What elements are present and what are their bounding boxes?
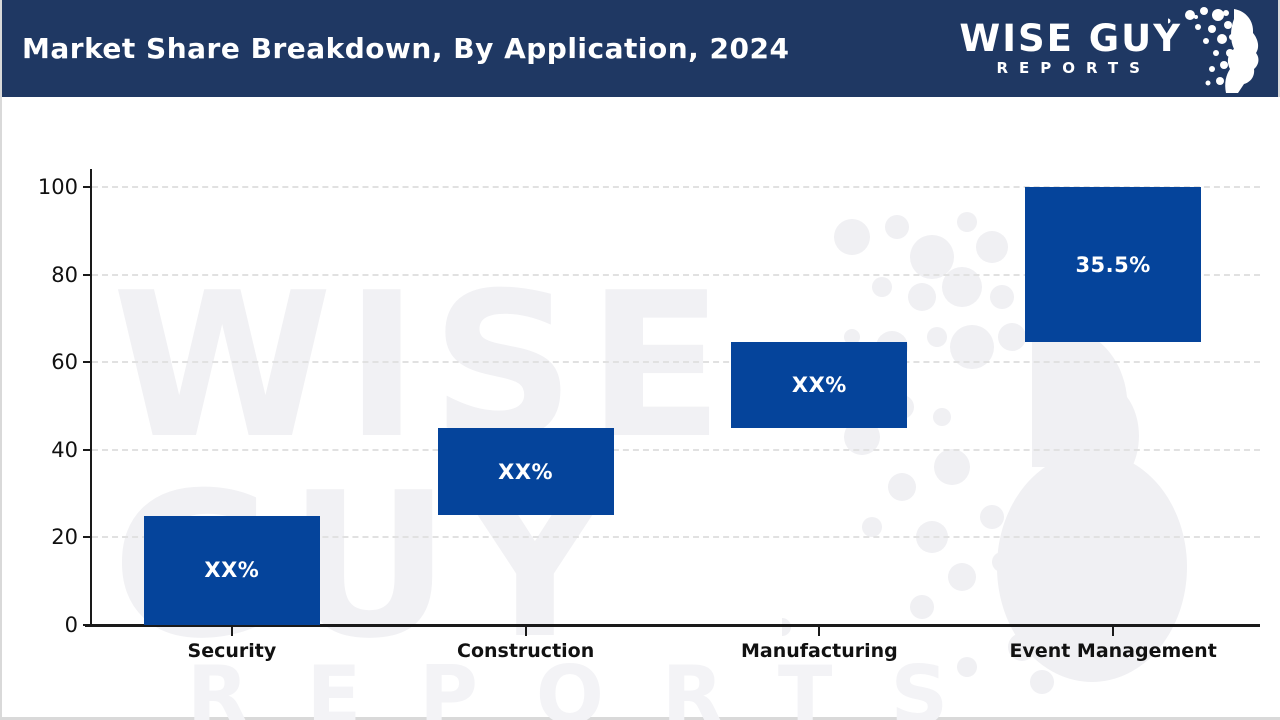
y-tick-label-40: 40 — [51, 437, 78, 462]
y-tick-label-20: 20 — [51, 525, 78, 550]
bar-value-label-event-management: 35.5% — [1075, 252, 1151, 277]
brand-head-icon — [1168, 6, 1259, 93]
chart-area: WISE GUY REPORTS 0 20 40 60 80 100 XX% Security… — [2, 97, 1280, 720]
bar-value-label-security: XX% — [204, 558, 260, 583]
gridline-20 — [92, 536, 1260, 539]
y-axis-line — [90, 169, 92, 627]
header-bar: Market Share Breakdown, By Application, … — [2, 0, 1278, 97]
bar-value-label-construction: XX% — [498, 459, 554, 484]
bar-security: XX% — [143, 515, 320, 625]
x-tick-construction — [524, 627, 527, 636]
plot: 0 20 40 60 80 100 XX% Security XX% Construction XX… — [2, 97, 1280, 717]
brand-subtitle: REPORTS — [996, 59, 1151, 77]
x-axis-label-construction: Construction — [457, 640, 595, 662]
x-tick-event-management — [1112, 627, 1115, 636]
y-tick-label-100: 100 — [37, 175, 78, 199]
x-tick-manufacturing — [818, 627, 821, 636]
bar-manufacturing: XX% — [731, 342, 908, 428]
y-tick-label-0: 0 — [64, 613, 78, 637]
brand-text: WISE GUY REPORTS — [959, 20, 1182, 77]
bar-value-label-manufacturing: XX% — [791, 373, 847, 398]
gridline-80 — [92, 273, 1260, 276]
gridline-60 — [92, 361, 1260, 364]
y-tick-60 — [83, 361, 92, 364]
y-tick-40 — [83, 448, 92, 451]
x-axis-line — [85, 624, 1260, 627]
bar-event-management: 35.5% — [1025, 187, 1202, 343]
brand-logo: WISE GUY REPORTS — [959, 3, 1278, 95]
x-axis-label-security: Security — [187, 640, 277, 662]
x-axis-label-manufacturing: Manufacturing — [741, 640, 898, 662]
brand-name: WISE GUY — [959, 17, 1182, 60]
y-tick-label-60: 60 — [51, 350, 78, 375]
x-tick-security — [230, 627, 233, 636]
chart-title: Market Share Breakdown, By Application, … — [22, 32, 790, 65]
y-tick-100 — [83, 186, 92, 188]
y-tick-20 — [83, 536, 92, 539]
y-tick-label-80: 80 — [51, 262, 78, 287]
y-tick-80 — [83, 273, 92, 276]
bar-construction: XX% — [437, 427, 614, 516]
gridline-40 — [92, 448, 1260, 451]
watermark-line2: REPORTS — [187, 649, 1007, 720]
gridline-100 — [92, 186, 1260, 188]
x-axis-label-event-management: Event Management — [1009, 640, 1217, 662]
